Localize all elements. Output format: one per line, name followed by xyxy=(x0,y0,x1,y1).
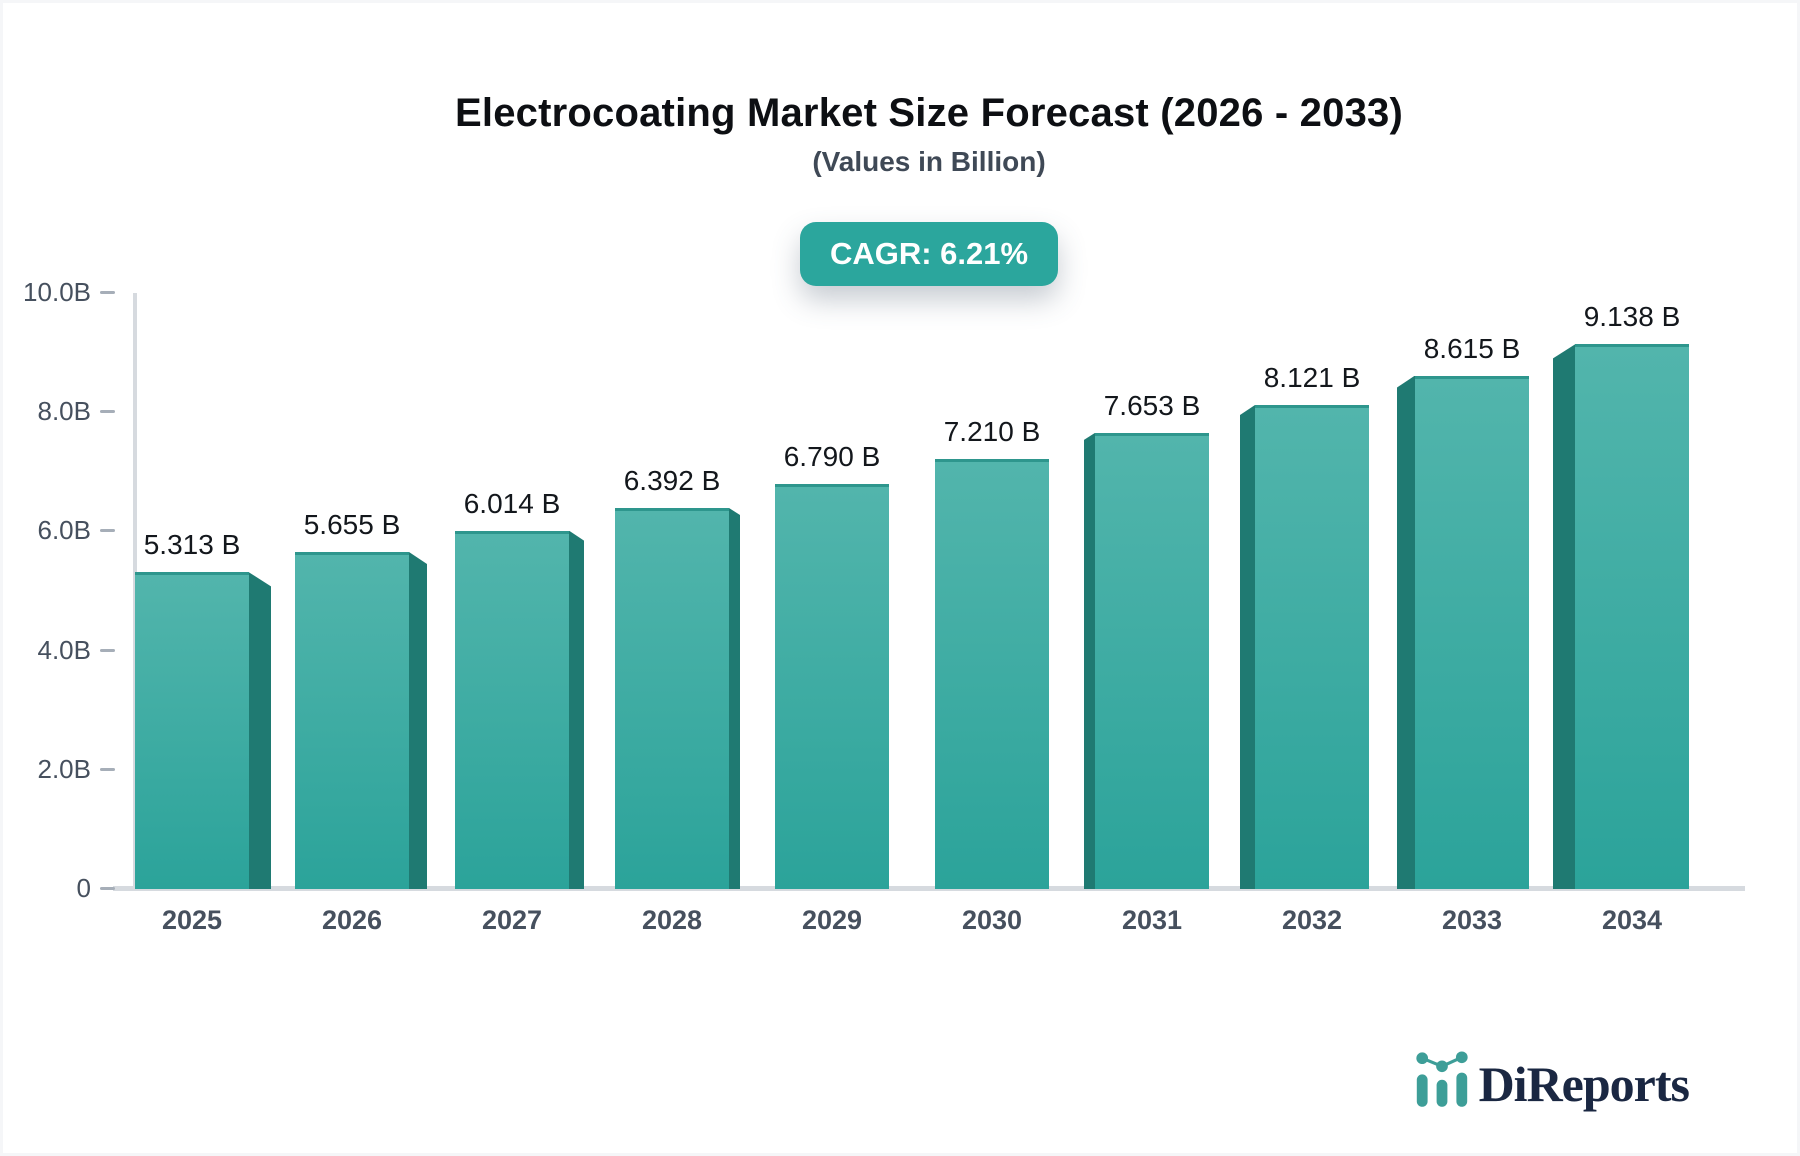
bar-value-label: 7.210 B xyxy=(943,416,1041,448)
x-axis-label: 2031 xyxy=(1121,905,1183,935)
cagr-badge: CAGR: 6.21% xyxy=(799,222,1059,286)
x-axis-label: 2029 xyxy=(801,905,863,935)
bar xyxy=(135,572,249,889)
y-tick-label: 0 xyxy=(76,873,91,903)
x-axis-label: 2032 xyxy=(1281,905,1343,935)
bar xyxy=(615,508,729,889)
bar-side xyxy=(729,508,740,889)
x-axis-line xyxy=(113,886,1745,891)
chart-header: Electrocoating Market Size Forecast (202… xyxy=(113,91,1745,286)
y-tick-dash xyxy=(100,648,115,652)
direports-logo: DiReports xyxy=(1415,1049,1690,1112)
logo-text: DiReports xyxy=(1478,1056,1690,1112)
x-axis-label: 2033 xyxy=(1441,905,1503,935)
cagr-badge-label: CAGR: 6.21% xyxy=(829,236,1029,271)
x-axis-label: 2034 xyxy=(1601,905,1663,935)
bar-side xyxy=(409,551,427,889)
bar-side xyxy=(1397,375,1415,889)
bar xyxy=(775,484,889,889)
chart-card: Electrocoating Market Size Forecast (202… xyxy=(3,3,1797,1153)
bar xyxy=(1255,404,1369,889)
bar xyxy=(1575,344,1689,889)
bar-side xyxy=(1240,404,1255,889)
bar xyxy=(1415,375,1529,889)
bar-value-label: 5.655 B xyxy=(303,508,401,540)
y-tick-dash xyxy=(100,887,115,890)
y-tick-dash xyxy=(100,410,115,414)
y-tick-label: 2.0B xyxy=(37,753,92,784)
bar-value-label: 6.014 B xyxy=(463,487,561,519)
bar-value-label: 6.392 B xyxy=(623,465,721,497)
bar-side xyxy=(569,530,584,889)
bar-side xyxy=(1553,344,1575,889)
x-axis-label: 2026 xyxy=(321,905,383,935)
bar-value-label: 7.653 B xyxy=(1103,389,1201,421)
bar xyxy=(935,459,1049,889)
bar-value-label: 8.121 B xyxy=(1263,361,1361,393)
chart-subtitle: (Values in Billion) xyxy=(812,146,1046,177)
bar-side xyxy=(249,572,271,889)
bar-chart-logo-icon xyxy=(1415,1051,1468,1107)
x-axis-label: 2025 xyxy=(161,905,223,935)
x-axis-label: 2028 xyxy=(641,905,703,935)
bar xyxy=(1095,432,1209,889)
plot-area: 10.0B 8.0B 6.0B 4.0B 2.0B 0 5.313 B 2025 5.655 B… xyxy=(3,3,1797,1153)
y-tick-dash xyxy=(100,767,115,771)
y-tick-label: 10.0B xyxy=(23,277,91,307)
bar xyxy=(295,551,409,889)
chart-title: Electrocoating Market Size Forecast (202… xyxy=(455,91,1403,135)
x-axis-label: 2030 xyxy=(961,905,1023,935)
x-axis-label: 2027 xyxy=(481,905,543,935)
y-tick-label: 6.0B xyxy=(37,515,92,546)
bar-value-label: 8.615 B xyxy=(1423,332,1521,364)
y-tick-label: 4.0B xyxy=(37,634,92,665)
bar-value-label: 9.138 B xyxy=(1583,301,1681,333)
bar-value-label: 6.790 B xyxy=(783,441,881,473)
y-tick-label: 8.0B xyxy=(37,396,92,427)
bar xyxy=(455,530,569,889)
bar-value-label: 5.313 B xyxy=(143,529,241,561)
y-tick-dash xyxy=(100,291,115,294)
bar-side xyxy=(1084,432,1095,889)
y-tick-dash xyxy=(100,529,115,533)
